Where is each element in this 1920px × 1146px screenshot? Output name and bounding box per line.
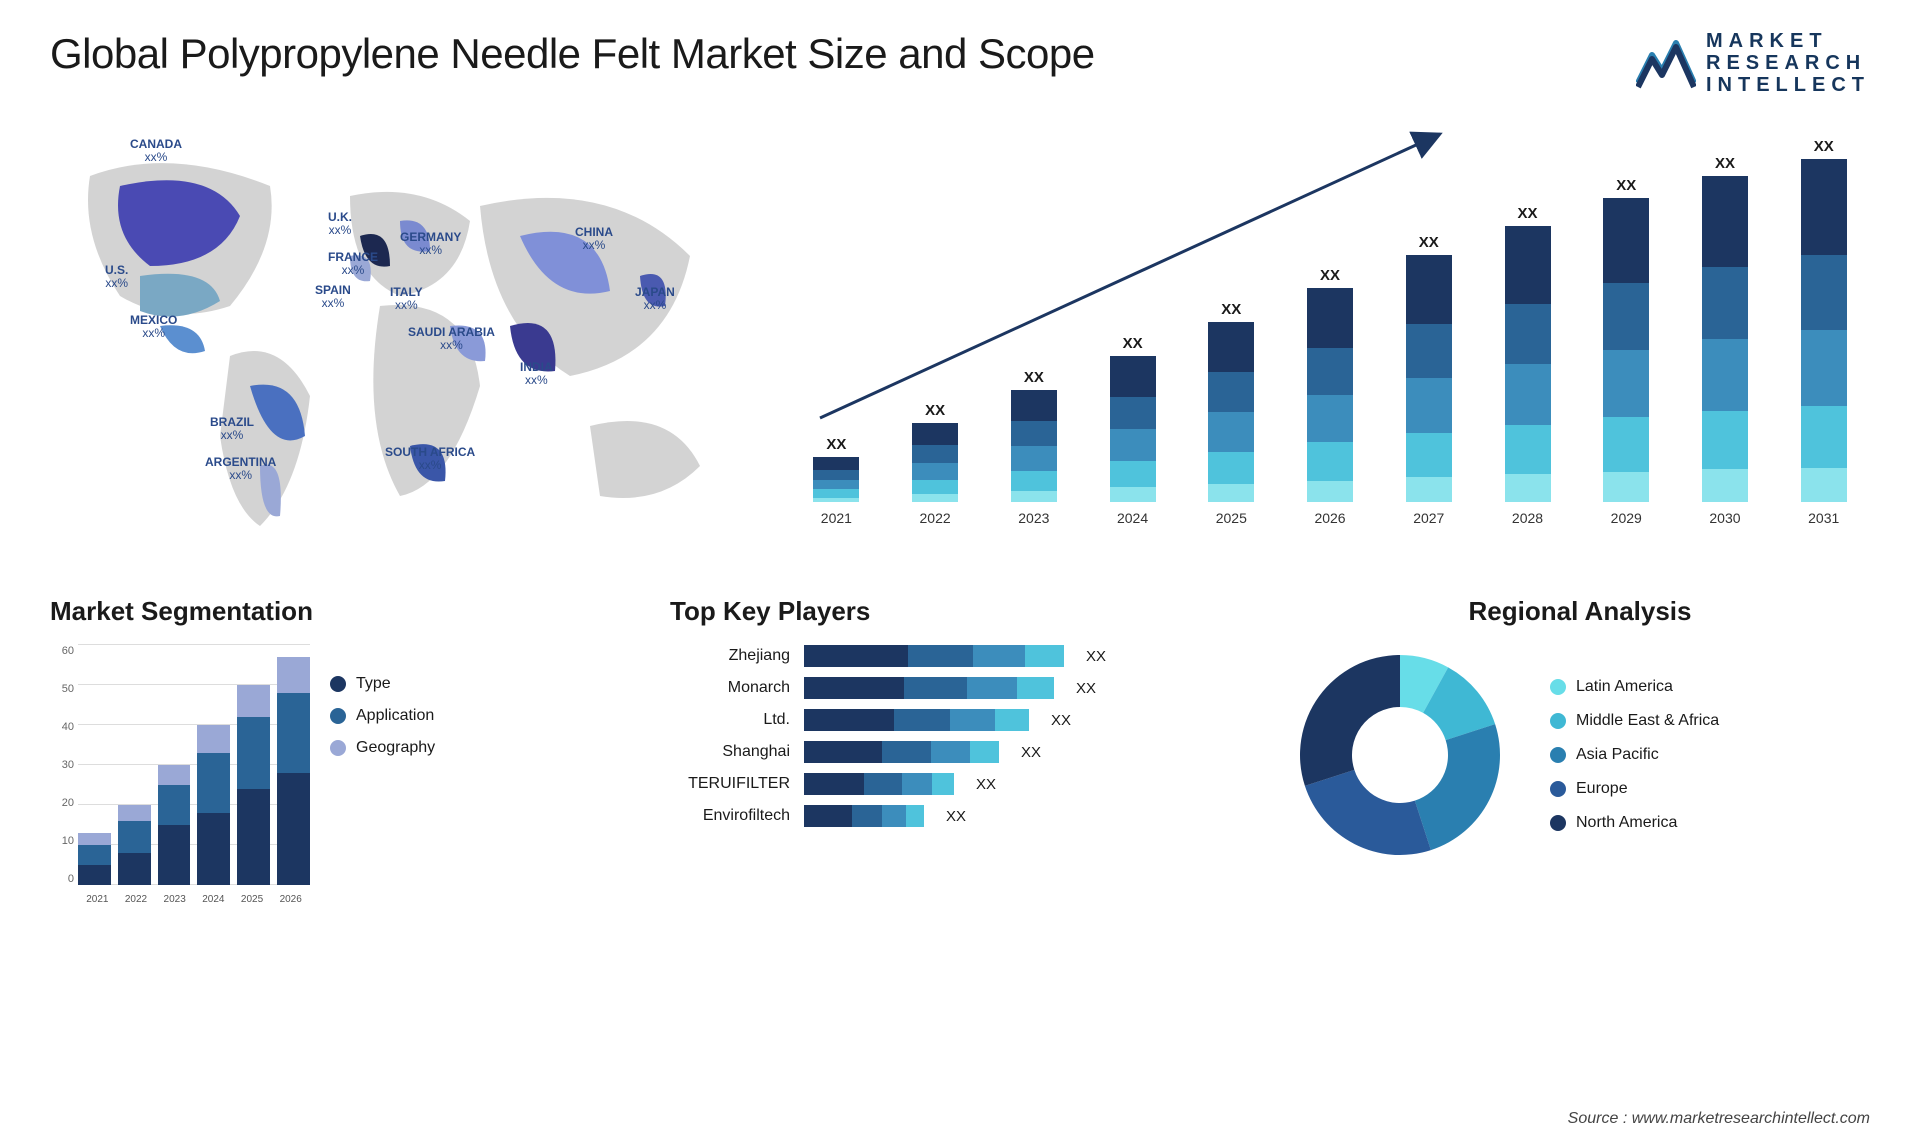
segmentation-bar (197, 725, 230, 885)
map-label: ITALYxx% (390, 286, 423, 312)
forecast-bar: XX2027 (1382, 234, 1475, 527)
logo-text-3: INTELLECT (1706, 74, 1870, 96)
segmentation-title: Market Segmentation (50, 596, 630, 627)
donut-slice (1415, 724, 1500, 850)
donut-slice (1300, 655, 1400, 786)
legend-item: North America (1550, 814, 1719, 832)
regional-legend: Latin America Middle East & Africa Asia Pa… (1550, 678, 1719, 832)
forecast-bar: XX2026 (1284, 267, 1377, 526)
map-label: ARGENTINAxx% (205, 456, 276, 482)
map-label: GERMANYxx% (400, 231, 461, 257)
forecast-bar: XX2022 (889, 402, 982, 526)
map-label: FRANCExx% (328, 251, 378, 277)
regional-donut (1290, 645, 1510, 865)
regional-title: Regional Analysis (1290, 596, 1870, 627)
legend-item: Middle East & Africa (1550, 712, 1719, 730)
tkp-row: MonarchXX (670, 677, 1250, 699)
legend-item: Europe (1550, 780, 1719, 798)
tkp-row: Ltd.XX (670, 709, 1250, 731)
legend-item: Type (330, 675, 435, 693)
map-label: SOUTH AFRICAxx% (385, 446, 475, 472)
brand-logo: MARKET RESEARCH INTELLECT (1636, 30, 1870, 96)
map-label: CANADAxx% (130, 138, 182, 164)
logo-text-2: RESEARCH (1706, 52, 1870, 74)
segmentation-bar (118, 805, 151, 885)
page-title: Global Polypropylene Needle Felt Market … (50, 30, 1095, 78)
forecast-bar: XX2030 (1679, 155, 1772, 526)
source-text: Source : www.marketresearchintellect.com (1568, 1110, 1870, 1128)
forecast-bar: XX2031 (1777, 138, 1870, 526)
segmentation-legend: Type Application Geography (330, 645, 435, 905)
map-label: JAPANxx% (635, 286, 675, 312)
tkp-title: Top Key Players (670, 596, 1250, 627)
tkp-row: EnvirofiltechXX (670, 805, 1250, 827)
segmentation-bar (78, 833, 111, 885)
forecast-bar: XX2028 (1481, 205, 1574, 526)
forecast-bar: XX2021 (790, 436, 883, 526)
forecast-bar: XX2023 (987, 369, 1080, 527)
map-label: U.S.xx% (105, 264, 128, 290)
map-label: INDIAxx% (520, 361, 553, 387)
donut-slice (1305, 770, 1431, 855)
map-label: U.K.xx% (328, 211, 352, 237)
segmentation-panel: Market Segmentation 6050403020100 202120… (50, 596, 630, 905)
map-label: CHINAxx% (575, 226, 613, 252)
map-label: MEXICOxx% (130, 314, 177, 340)
map-label: BRAZILxx% (210, 416, 254, 442)
forecast-bar: XX2029 (1580, 177, 1673, 526)
forecast-chart: XX2021XX2022XX2023XX2024XX2025XX2026XX20… (770, 116, 1870, 556)
map-label: SAUDI ARABIAxx% (408, 326, 495, 352)
legend-item: Application (330, 707, 435, 725)
segmentation-bar (277, 657, 310, 885)
legend-item: Geography (330, 739, 435, 757)
legend-item: Asia Pacific (1550, 746, 1719, 764)
tkp-row: TERUIFILTERXX (670, 773, 1250, 795)
legend-item: Latin America (1550, 678, 1719, 696)
forecast-bar: XX2024 (1086, 335, 1179, 526)
map-label: SPAINxx% (315, 284, 351, 310)
segmentation-bar (237, 685, 270, 885)
logo-text-1: MARKET (1706, 30, 1870, 52)
forecast-bar: XX2025 (1185, 301, 1278, 526)
world-map-panel: CANADAxx% U.S.xx% MEXICOxx% BRAZILxx% ARGENT… (50, 116, 730, 556)
segmentation-bar (158, 765, 191, 885)
top-key-players-panel: Top Key Players ZhejiangXX MonarchXX Ltd.X… (670, 596, 1250, 905)
segmentation-chart: 6050403020100 202120222023202420252026 (50, 645, 310, 905)
regional-panel: Regional Analysis Latin America Middle Ea… (1290, 596, 1870, 905)
tkp-row: ShanghaiXX (670, 741, 1250, 763)
tkp-row: ZhejiangXX (670, 645, 1250, 667)
